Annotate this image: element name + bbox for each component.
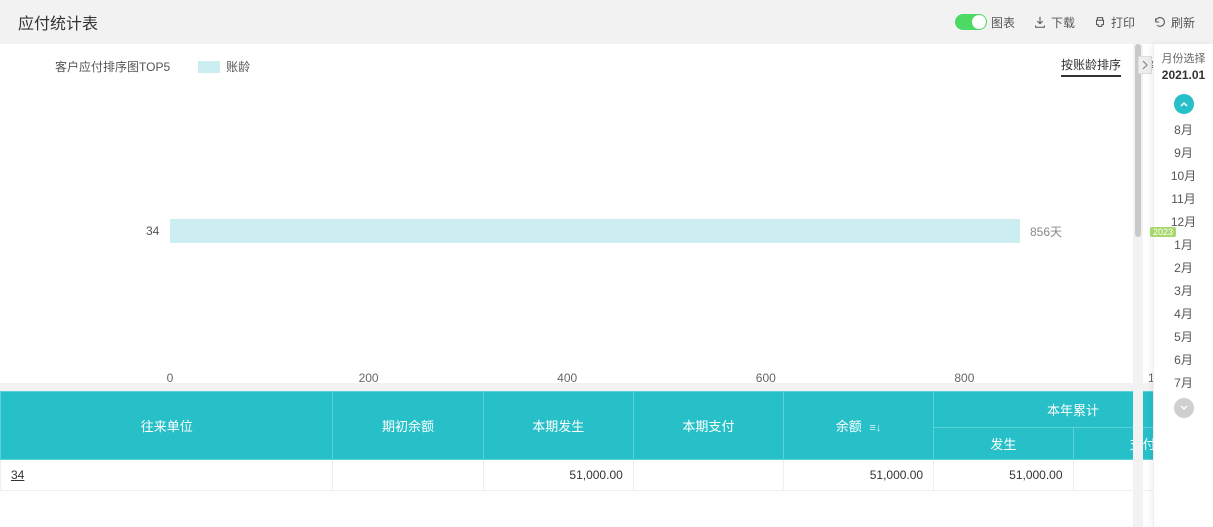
header-bar: 应付统计表 图表 下载 打印 刷新 (0, 0, 1213, 44)
bar-row: 34 856天 (170, 219, 1163, 243)
chart-card: 客户应付排序图TOP5 账龄 按账龄排序 按余额排序 34 856天 02004… (0, 44, 1213, 383)
month-label: 9月 (1174, 146, 1193, 160)
toggle-chart-label: 图表 (991, 14, 1015, 31)
x-tick-label: 400 (557, 371, 577, 385)
header-tools: 图表 下载 打印 刷新 (955, 14, 1195, 31)
cell-occur: 51,000.00 (483, 460, 633, 491)
table-card: 往来单位 期初余额 本期发生 本期支付 余额 ≡↓ 本年累计 发生 支付 345… (0, 391, 1213, 491)
sort-by-age[interactable]: 按账龄排序 (1061, 56, 1121, 77)
month-item[interactable]: 5月 (1154, 325, 1213, 348)
cell-unit: 34 (1, 460, 333, 491)
toggle-switch-icon (955, 14, 987, 30)
month-item[interactable]: 8月 (1154, 118, 1213, 141)
data-table: 往来单位 期初余额 本期发生 本期支付 余额 ≡↓ 本年累计 发生 支付 345… (0, 391, 1213, 491)
col-balance-label: 余额 (836, 419, 862, 434)
cell-balance: 51,000.00 (783, 460, 933, 491)
cell-ytd_occur: 51,000.00 (934, 460, 1073, 491)
month-label: 11月 (1171, 192, 1195, 206)
month-panel-title: 月份选择 (1154, 44, 1213, 68)
print-icon (1093, 15, 1107, 29)
col-paid[interactable]: 本期支付 (633, 392, 783, 460)
legend-label: 账龄 (226, 58, 250, 75)
col-opening[interactable]: 期初余额 (333, 392, 483, 460)
col-occur[interactable]: 本期发生 (483, 392, 633, 460)
scrollbar-track[interactable] (1133, 44, 1143, 527)
month-label: 3月 (1174, 284, 1193, 298)
month-item[interactable]: 10月 (1154, 164, 1213, 187)
month-label: 4月 (1174, 307, 1193, 321)
refresh-icon (1153, 15, 1167, 29)
month-list: 8月9月10月11月12月20231月2月3月4月5月6月7月 (1154, 118, 1213, 394)
col-unit[interactable]: 往来单位 (1, 392, 333, 460)
month-label: 10月 (1171, 169, 1196, 183)
sort-desc-icon: ≡↓ (869, 422, 881, 434)
month-label: 8月 (1174, 123, 1193, 137)
page-title: 应付统计表 (18, 10, 955, 34)
download-icon (1033, 15, 1047, 29)
cell-paid (633, 460, 783, 491)
month-label: 2月 (1174, 261, 1193, 275)
month-item[interactable]: 6月 (1154, 348, 1213, 371)
table-row: 3451,000.0051,000.0051,000.00 (1, 460, 1213, 491)
month-selected: 2021.01 (1154, 68, 1213, 90)
year-marker: 2023 (1150, 227, 1176, 237)
month-item[interactable]: 11月 (1154, 187, 1213, 210)
download-button[interactable]: 下载 (1033, 14, 1075, 31)
month-panel: 月份选择 2021.01 8月9月10月11月12月20231月2月3月4月5月… (1153, 44, 1213, 527)
month-next-button[interactable] (1174, 398, 1194, 418)
x-tick-label: 200 (359, 371, 379, 385)
toggle-chart[interactable]: 图表 (955, 14, 1015, 31)
month-label: 5月 (1174, 330, 1193, 344)
print-button[interactable]: 打印 (1093, 14, 1135, 31)
col-balance[interactable]: 余额 ≡↓ (783, 392, 933, 460)
month-item[interactable]: 3月 (1154, 279, 1213, 302)
refresh-label: 刷新 (1171, 14, 1195, 31)
chart-header: 客户应付排序图TOP5 账龄 按账龄排序 按余额排序 (10, 56, 1203, 77)
expand-panel-button[interactable] (1138, 56, 1152, 74)
x-tick-label: 800 (954, 371, 974, 385)
month-item[interactable]: 9月 (1154, 141, 1213, 164)
x-tick-label: 0 (167, 371, 174, 385)
month-label: 6月 (1174, 353, 1193, 367)
chevron-right-icon (1141, 60, 1149, 70)
col-ytd-occur[interactable]: 发生 (934, 428, 1073, 460)
legend-swatch (198, 61, 220, 73)
month-prev-button[interactable] (1174, 94, 1194, 114)
bar-rect (170, 219, 1020, 243)
content-area: 客户应付排序图TOP5 账龄 按账龄排序 按余额排序 34 856天 02004… (0, 44, 1213, 491)
month-item[interactable]: 2月 (1154, 256, 1213, 279)
month-label: 1月 (1174, 238, 1193, 252)
month-item[interactable]: 7月 (1154, 371, 1213, 394)
refresh-button[interactable]: 刷新 (1153, 14, 1195, 31)
month-item[interactable]: 20231月 (1154, 233, 1213, 256)
table-body: 3451,000.0051,000.0051,000.00 (1, 460, 1213, 491)
month-label: 7月 (1174, 376, 1193, 390)
chart-title: 客户应付排序图TOP5 (55, 58, 170, 75)
month-item[interactable]: 4月 (1154, 302, 1213, 325)
bar-value-label: 856天 (1030, 223, 1062, 240)
cell-opening (333, 460, 483, 491)
chevron-up-icon (1179, 99, 1189, 109)
chevron-down-icon (1179, 403, 1189, 413)
unit-link[interactable]: 34 (11, 468, 24, 482)
print-label: 打印 (1111, 14, 1135, 31)
download-label: 下载 (1051, 14, 1075, 31)
chart-plot: 34 856天 02004006008001,000 (170, 85, 1163, 375)
bar-category-label: 34 (146, 224, 159, 238)
x-tick-label: 600 (756, 371, 776, 385)
